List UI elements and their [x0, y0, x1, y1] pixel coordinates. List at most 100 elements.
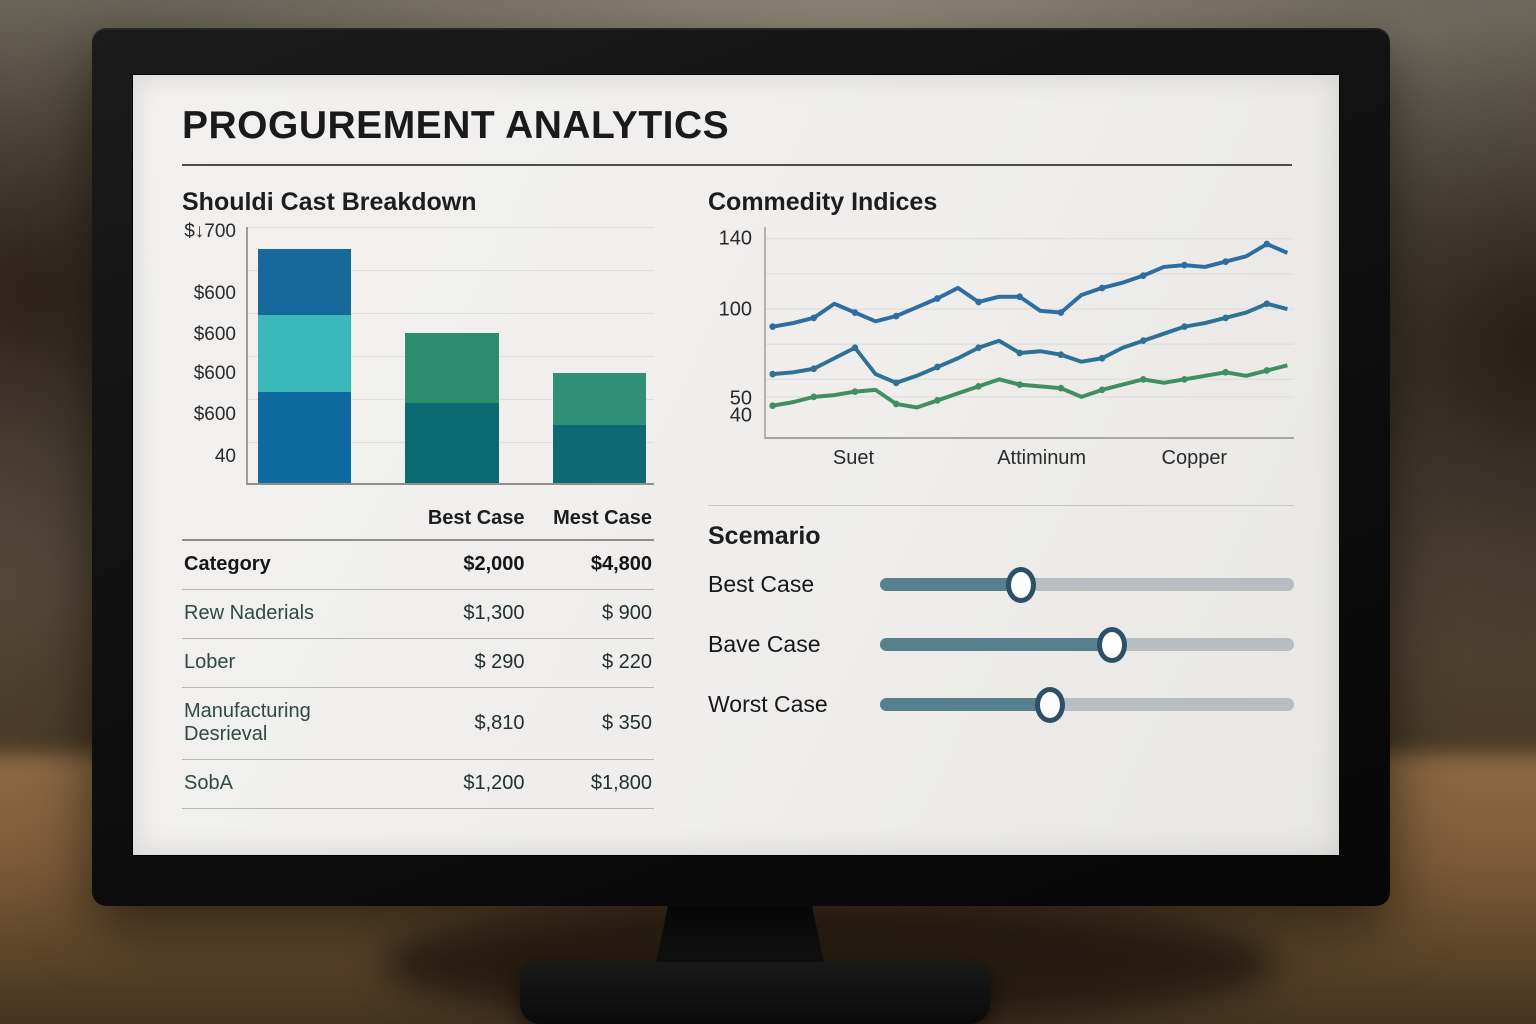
line-chart-y-tick: 140 — [718, 227, 752, 250]
data-point-marker — [1057, 309, 1065, 316]
bar-chart-bars — [258, 227, 646, 483]
slider-knob[interactable] — [1005, 566, 1036, 603]
data-point-marker — [892, 379, 900, 387]
bar-chart-y-axis: $↓700 $600 $600 $600 $600 40 — [182, 221, 246, 485]
cost-table-header: Best Case Mest Case — [182, 499, 654, 541]
left-column: Shouldi Cast Breakdown $↓700 $600 $600 $600… — [182, 188, 654, 809]
slider-label: Best Case — [708, 571, 815, 597]
bar-chart-y-tick: $600 — [193, 404, 236, 426]
data-point-marker — [1263, 240, 1271, 248]
monitor-bezel: PROGUREMENT ANALYTICS Shouldi Cast Break… — [92, 28, 1390, 906]
data-point-marker — [1057, 384, 1065, 392]
table-row: Rew Naderials $1,300 $ 900 — [182, 589, 654, 639]
bar-chart-y-tick: $600 — [193, 363, 236, 385]
cost-table-body: Category $2,000 $4,800 Rew Naderials $1,300 $… — [182, 540, 654, 809]
data-point-marker — [1016, 349, 1023, 357]
data-point-marker — [1140, 375, 1147, 383]
bar-chart-y-tick: $↓700 — [184, 221, 236, 243]
line-chart-x-tick: Suet — [832, 447, 875, 469]
data-point-marker — [851, 344, 859, 352]
slider-knob[interactable] — [1034, 686, 1065, 723]
table-cell-value: $1,200 — [399, 759, 527, 809]
slider-fill — [880, 578, 1021, 591]
section-divider — [708, 505, 1294, 506]
bar-segment — [258, 248, 352, 315]
table-column-header: Mest Case — [526, 499, 654, 541]
data-point-marker — [769, 323, 776, 330]
data-point-marker — [1263, 367, 1271, 374]
data-point-marker — [851, 388, 859, 395]
slider-label: Bave Case — [708, 631, 821, 657]
data-point-marker — [934, 363, 941, 371]
table-cell-value: $ 220 — [526, 638, 654, 688]
data-point-marker — [1057, 351, 1065, 359]
slider-label: Worst Case — [708, 691, 828, 717]
data-point-marker — [1181, 261, 1188, 269]
bar-segment — [552, 373, 646, 425]
data-point-marker — [769, 370, 776, 378]
data-point-marker — [1098, 284, 1106, 292]
title-divider — [182, 164, 1292, 166]
procurement-dashboard: PROGUREMENT ANALYTICS Shouldi Cast Break… — [132, 74, 1340, 856]
line-chart-x-tick: Attiminum — [997, 447, 1087, 469]
data-point-marker — [975, 298, 982, 306]
data-point-marker — [810, 365, 817, 373]
table-row: Lober $ 290 $ 220 — [182, 638, 654, 688]
line-chart-y-tick: 40 — [729, 404, 752, 427]
monitor-stand-base — [520, 962, 990, 1024]
data-point-marker — [975, 344, 982, 352]
bar-segment — [258, 314, 352, 392]
table-cell-category: SobA — [182, 759, 400, 809]
data-point-marker — [851, 309, 859, 316]
bar-chart-y-tick: $600 — [193, 324, 236, 346]
slider-track[interactable] — [880, 686, 1294, 723]
stacked-bar — [405, 333, 499, 483]
table-cell-value: $2,000 — [399, 540, 527, 590]
table-cell-category: Manufacturing Desrieval — [182, 687, 400, 760]
data-point-marker — [1181, 375, 1188, 383]
line-chart-x-axis: Suet Attiminum Copper — [764, 447, 1294, 481]
data-point-marker — [1263, 300, 1271, 308]
data-point-marker — [934, 295, 941, 302]
data-point-marker — [892, 312, 900, 320]
commodity-indices-line-chart: 140 100 50 40 — [708, 227, 1294, 439]
data-point-marker — [1222, 258, 1229, 265]
table-row: SobA $1,200 $1,800 — [182, 759, 654, 809]
data-point-marker — [1140, 272, 1147, 280]
cost-breakdown-bar-chart: $↓700 $600 $600 $600 $600 40 — [182, 221, 654, 485]
line-chart-title: Commedity Indices — [708, 188, 938, 216]
slider-track[interactable] — [880, 626, 1294, 663]
data-point-marker — [810, 393, 817, 401]
bar-segment — [258, 391, 352, 483]
line-series — [772, 301, 1288, 385]
slider-fill — [880, 698, 1050, 711]
table-row: Category $2,000 $4,800 — [182, 540, 654, 590]
line-chart-x-tick: Copper — [1161, 447, 1228, 469]
line-chart-y-tick: 50 — [729, 387, 752, 410]
line-chart-y-tick: 100 — [718, 298, 752, 321]
table-cell-value: $1,800 — [526, 759, 654, 809]
table-cell-value: $ 290 — [399, 638, 527, 688]
slider-track[interactable] — [880, 566, 1294, 603]
table-cell-value: $1,300 — [399, 589, 527, 639]
data-point-marker — [769, 402, 776, 410]
slider-knob[interactable] — [1096, 626, 1127, 663]
table-cell-value: $4,800 — [526, 540, 654, 590]
data-point-marker — [934, 397, 941, 404]
table-cell-value: $,810 — [399, 687, 527, 760]
data-point-marker — [1016, 381, 1023, 388]
bar-segment — [552, 424, 646, 483]
stacked-bar — [552, 373, 646, 483]
bar-segment — [405, 402, 499, 483]
data-point-marker — [1181, 323, 1188, 330]
line-chart-plot-area — [764, 227, 1294, 439]
table-cell-category: Category — [182, 540, 400, 590]
scenario-slider-row: Best Case — [708, 566, 1294, 603]
data-point-marker — [975, 382, 982, 390]
data-point-marker — [1098, 386, 1106, 394]
stacked-bar — [258, 248, 352, 483]
table-column-header — [182, 499, 400, 541]
bar-chart-y-tick: 40 — [214, 445, 236, 467]
table-cell-value: $ 350 — [526, 687, 654, 760]
